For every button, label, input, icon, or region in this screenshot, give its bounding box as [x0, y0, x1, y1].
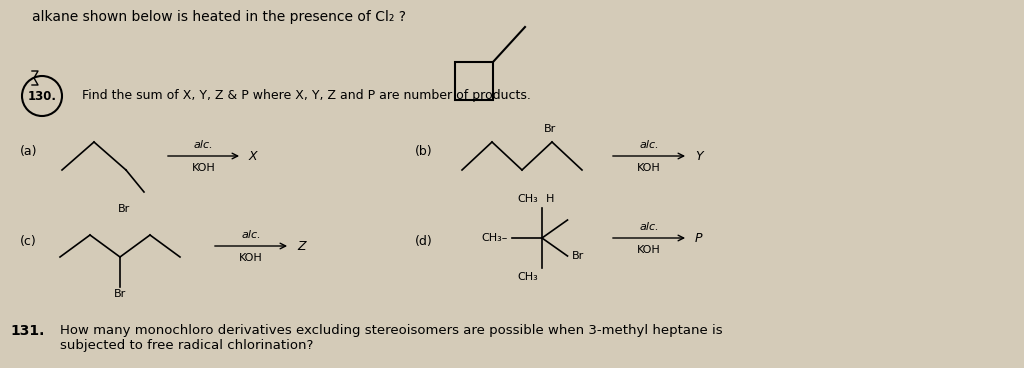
- Text: alc.: alc.: [639, 140, 658, 150]
- Text: KOH: KOH: [637, 245, 660, 255]
- Text: (c): (c): [20, 234, 37, 248]
- Text: CH₃: CH₃: [517, 194, 538, 204]
- Text: alc.: alc.: [639, 222, 658, 232]
- Text: (d): (d): [415, 234, 433, 248]
- Text: How many monochloro derivatives excluding stereoisomers are possible when 3-meth: How many monochloro derivatives excludin…: [60, 324, 723, 352]
- Text: (b): (b): [415, 145, 432, 158]
- Text: P: P: [695, 231, 702, 244]
- Text: KOH: KOH: [191, 163, 215, 173]
- Text: Br: Br: [118, 204, 130, 214]
- Text: 130.: 130.: [28, 89, 56, 103]
- Text: 131.: 131.: [10, 324, 44, 338]
- Text: Z: Z: [297, 240, 305, 252]
- Text: KOH: KOH: [240, 253, 263, 263]
- Text: alc.: alc.: [194, 140, 213, 150]
- Text: alkane shown below is heated in the presence of Cl₂ ?: alkane shown below is heated in the pres…: [32, 10, 406, 24]
- Text: CH₃–: CH₃–: [481, 233, 508, 243]
- Text: X: X: [249, 149, 258, 163]
- Text: (a): (a): [20, 145, 38, 158]
- Text: Find the sum of X, Y, Z & P where X, Y, Z and P are number of products.: Find the sum of X, Y, Z & P where X, Y, …: [82, 89, 530, 103]
- Text: Y: Y: [695, 149, 702, 163]
- Text: alc.: alc.: [242, 230, 261, 240]
- Text: H: H: [546, 194, 554, 204]
- Text: KOH: KOH: [637, 163, 660, 173]
- Text: CH₃: CH₃: [517, 272, 538, 282]
- Text: Br: Br: [114, 289, 126, 299]
- Text: Br: Br: [544, 124, 556, 134]
- Text: Br: Br: [571, 251, 584, 261]
